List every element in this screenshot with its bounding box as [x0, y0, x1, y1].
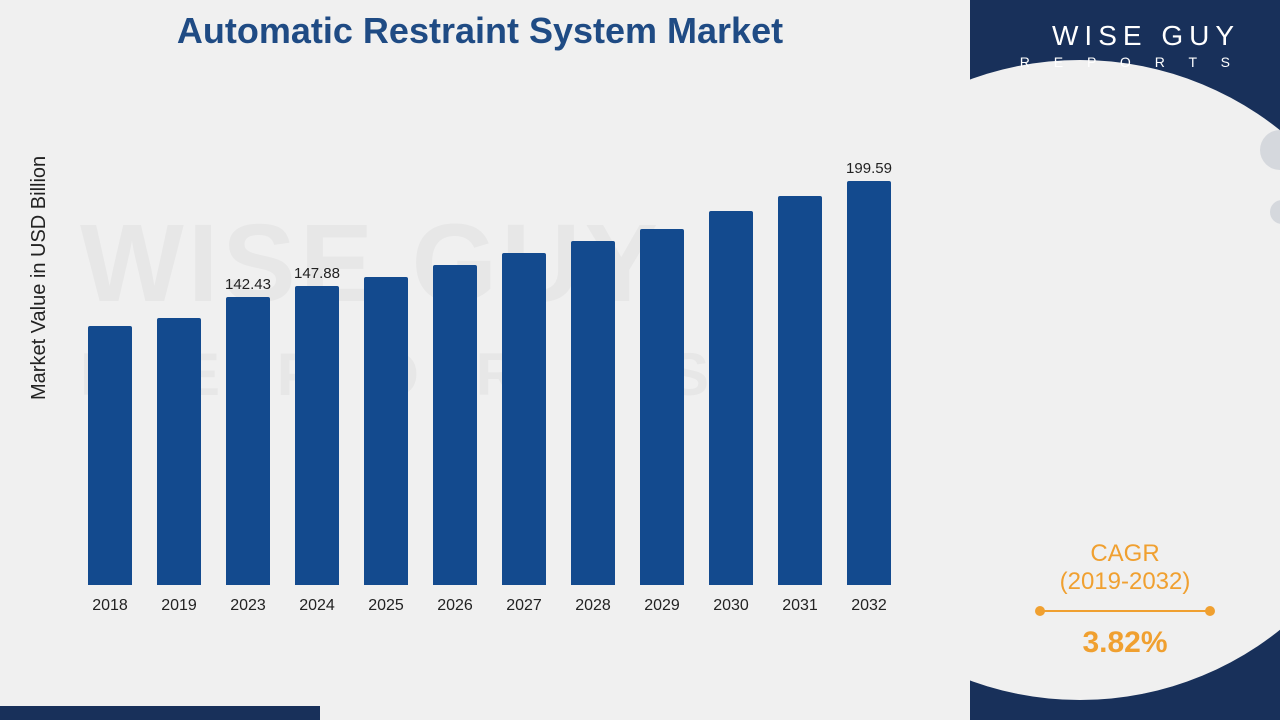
x-label: 2030 — [701, 597, 761, 615]
bar-value-label: 147.88 — [287, 265, 347, 282]
logo-main: WISE GUY — [1052, 20, 1240, 51]
x-label: 2026 — [425, 597, 485, 615]
bar-2023 — [226, 297, 270, 585]
bar-2018 — [88, 326, 132, 585]
bar-2019 — [157, 318, 201, 585]
x-label: 2029 — [632, 597, 692, 615]
x-label: 2018 — [80, 597, 140, 615]
x-label: 2031 — [770, 597, 830, 615]
chart-title: Automatic Restraint System Market — [120, 10, 840, 52]
x-label: 2027 — [494, 597, 554, 615]
x-label: 2032 — [839, 597, 899, 615]
bar-2029 — [640, 229, 684, 585]
bar-2030 — [709, 211, 753, 585]
bar-value-label: 199.59 — [839, 160, 899, 177]
x-label: 2024 — [287, 597, 347, 615]
bar-2028 — [571, 241, 615, 585]
bar-2024 — [295, 286, 339, 585]
bar-2032 — [847, 181, 891, 585]
cagr-label: CAGR — [1010, 540, 1240, 568]
cagr-period: (2019-2032) — [1010, 568, 1240, 596]
bar-value-label: 142.43 — [218, 276, 278, 293]
bar-2027 — [502, 253, 546, 585]
bar-2031 — [778, 196, 822, 585]
cagr-divider — [1040, 610, 1210, 612]
x-label: 2023 — [218, 597, 278, 615]
x-label: 2019 — [149, 597, 209, 615]
x-label: 2028 — [563, 597, 623, 615]
logo-sub: R E P O R T S — [1020, 54, 1240, 70]
x-label: 2025 — [356, 597, 416, 615]
brand-logo: WISE GUY R E P O R T S — [1020, 20, 1240, 70]
bar-2025 — [364, 277, 408, 585]
y-axis-label: Market Value in USD Billion — [28, 156, 51, 400]
cagr-box: CAGR (2019-2032) 3.82% — [1010, 540, 1240, 660]
bar-chart: 142.43 147.88 199.59 2018 2019 2023 2024 2025 2… — [70, 160, 900, 615]
cagr-value: 3.82% — [1010, 626, 1240, 660]
bottom-accent-bar — [0, 706, 320, 720]
plot-area: 142.43 147.88 199.59 — [70, 160, 900, 585]
bar-2026 — [433, 265, 477, 585]
chart-canvas: WISE GUY R E P O R T S Automatic Restrai… — [0, 0, 1280, 720]
